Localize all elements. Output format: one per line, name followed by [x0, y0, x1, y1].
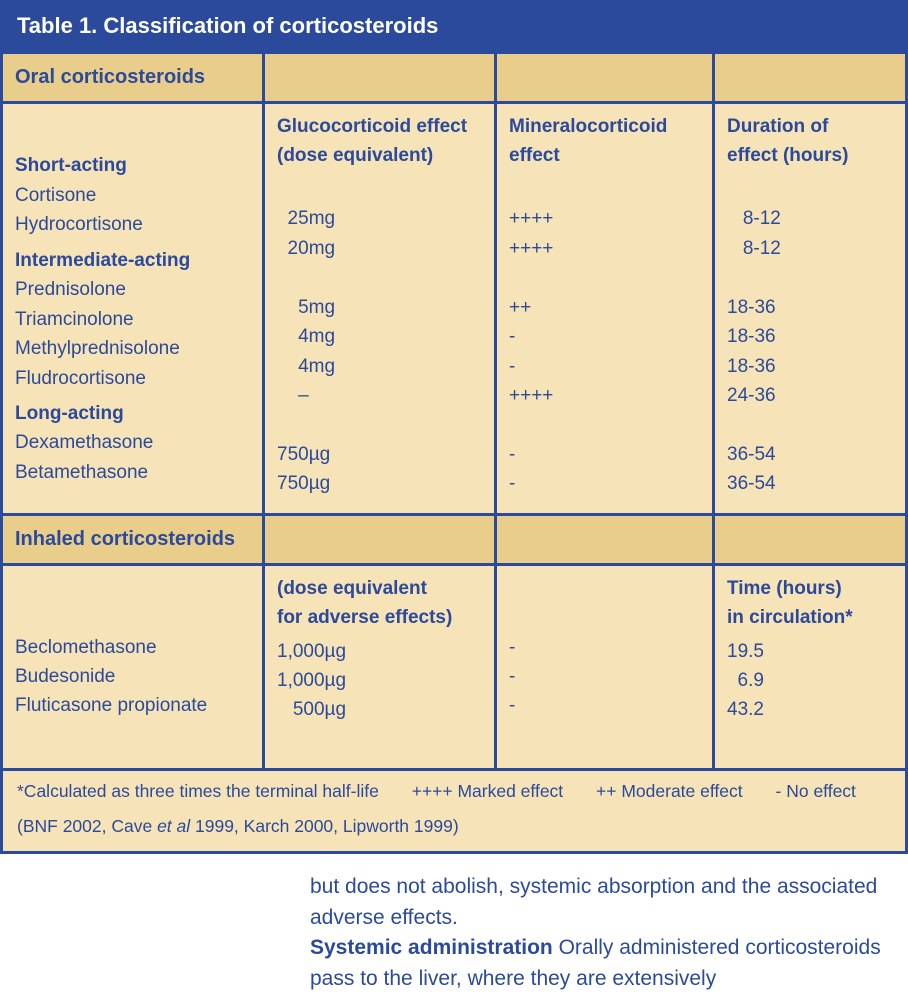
table-row: Triamcinolone	[15, 305, 250, 334]
section-oral-body: Short-acting Cortisone Hydrocortisone In…	[3, 104, 905, 513]
table-row: Dexamethasone	[15, 428, 250, 457]
legend-none: - No effect	[776, 781, 856, 801]
oral-duration-col: Duration of effect (hours) 8-12 8-12 18-…	[715, 104, 905, 513]
table-title: Table 1. Classification of corticosteroi…	[3, 3, 905, 51]
table-row: Budesonide	[15, 662, 250, 691]
legend-marked: ++++ Marked effect	[412, 781, 563, 801]
oral-dose-col: Glucocorticoid effect (dose equivalent) …	[265, 104, 497, 513]
oral-mineral-col: Mineralocorticoid effect ++++ ++++ ++ - …	[497, 104, 715, 513]
table-footnote: *Calculated as three times the terminal …	[3, 768, 905, 851]
table-row: Fludrocortisone	[15, 364, 250, 393]
section-oral-label: Oral corticosteroids	[3, 54, 265, 101]
table-row: Beclomethasone	[15, 633, 250, 662]
table-row: Hydrocortisone	[15, 210, 250, 239]
section-inhaled-body: Beclomethasone Budesonide Fluticasone pr…	[3, 566, 905, 769]
oral-names-col: Short-acting Cortisone Hydrocortisone In…	[3, 104, 265, 513]
body-text: but does not abolish, systemic absorptio…	[310, 872, 890, 994]
paragraph-lead: Systemic administration	[310, 936, 553, 959]
corticosteroid-table: Table 1. Classification of corticosteroi…	[0, 0, 908, 854]
legend-moderate: ++ Moderate effect	[596, 781, 743, 801]
references: (BNF 2002, Cave et al 1999, Karch 2000, …	[17, 816, 891, 837]
inhaled-names-col: Beclomethasone Budesonide Fluticasone pr…	[3, 566, 265, 769]
section-inhaled-header: Inhaled corticosteroids	[3, 513, 905, 566]
legend-calc: *Calculated as three times the terminal …	[17, 781, 379, 801]
table-row: Cortisone	[15, 181, 250, 210]
inhaled-duration-col: Time (hours) in circulation* 19.5 6.9 43…	[715, 566, 905, 769]
table-row: Prednisolone	[15, 275, 250, 304]
inhaled-dose-col: (dose equivalent for adverse effects) 1,…	[265, 566, 497, 769]
table-row: Methylprednisolone	[15, 334, 250, 363]
table-row: Fluticasone propionate	[15, 691, 250, 720]
inhaled-mineral-col: - - -	[497, 566, 715, 769]
section-inhaled-label: Inhaled corticosteroids	[3, 516, 265, 563]
section-oral-header: Oral corticosteroids	[3, 51, 905, 104]
table-row: Betamethasone	[15, 458, 250, 487]
